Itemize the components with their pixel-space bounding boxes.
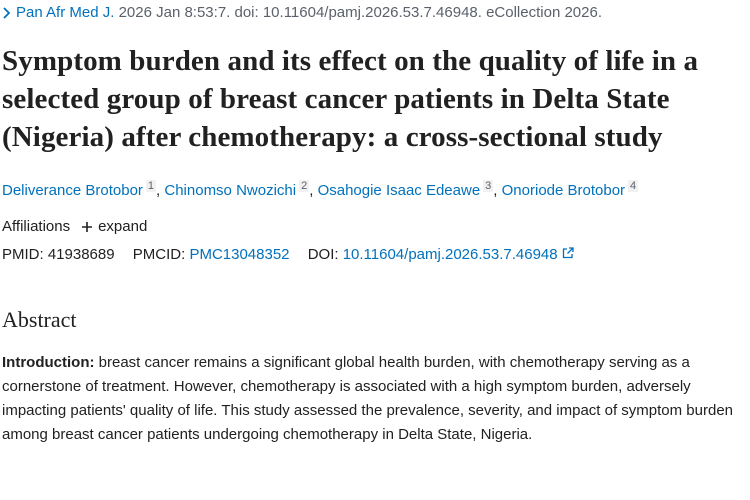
affiliations-label: Affiliations [2, 218, 71, 235]
journal-link[interactable]: Pan Afr Med J. [16, 4, 115, 21]
affiliation-number[interactable]: 4 [628, 180, 639, 192]
affiliation-number[interactable]: 1 [145, 180, 157, 192]
doi-link[interactable]: 10.11604/pamj.2026.53.7.46948 [342, 246, 558, 263]
pmcid-link[interactable]: PMC13048352 [189, 246, 290, 263]
author-link[interactable]: Deliverance Brotobor [2, 182, 143, 199]
identifiers: PMID: 41938689 PMCID: PMC13048352 DOI: 1… [2, 243, 748, 267]
abstract-heading: Abstract [2, 307, 77, 332]
article: Pan Afr Med J. 2026 Jan 8:53:7. doi: 10.… [2, 0, 748, 447]
citation: Pan Afr Med J. 2026 Jan 8:53:7. doi: 10.… [2, 0, 748, 26]
affiliation-number[interactable]: 2 [299, 180, 310, 192]
abstract: Abstract Introduction: breast cancer rem… [2, 305, 748, 447]
author-separator: , [156, 182, 161, 199]
pmid: 41938689 [47, 246, 115, 263]
author-link[interactable]: Onoriode Brotobor [501, 182, 626, 199]
author-separator: , [493, 182, 498, 199]
expand-label[interactable]: expand [98, 218, 148, 235]
author-list: Deliverance Brotobor 1, Chinomso Nwozichi… [2, 174, 748, 203]
doi-label: DOI: [307, 246, 339, 263]
external-link-icon[interactable] [562, 247, 574, 259]
section-text: breast cancer remains a significant glob… [2, 354, 734, 443]
author-link[interactable]: Osahogie Isaac Edeawe [317, 182, 481, 199]
abstract-paragraph: Introduction: breast cancer remains a si… [2, 351, 748, 447]
article-title: Symptom burden and its effect on the qua… [2, 45, 699, 153]
pmid-label: PMID: [2, 246, 44, 263]
chevron-icon[interactable] [2, 7, 12, 19]
author-separator: , [309, 182, 314, 199]
pmcid-label: PMCID: [132, 246, 186, 263]
citation-details: 2026 Jan 8:53:7. doi: 10.11604/pamj.2026… [118, 4, 602, 21]
plus-icon [82, 222, 93, 232]
section-label: Introduction: [2, 354, 95, 371]
expand-toggle[interactable]: expand [80, 215, 147, 239]
affiliation-number[interactable]: 3 [483, 180, 494, 192]
affiliations: Affiliations expand [2, 215, 748, 239]
author-link[interactable]: Chinomso Nwozichi [164, 182, 297, 199]
